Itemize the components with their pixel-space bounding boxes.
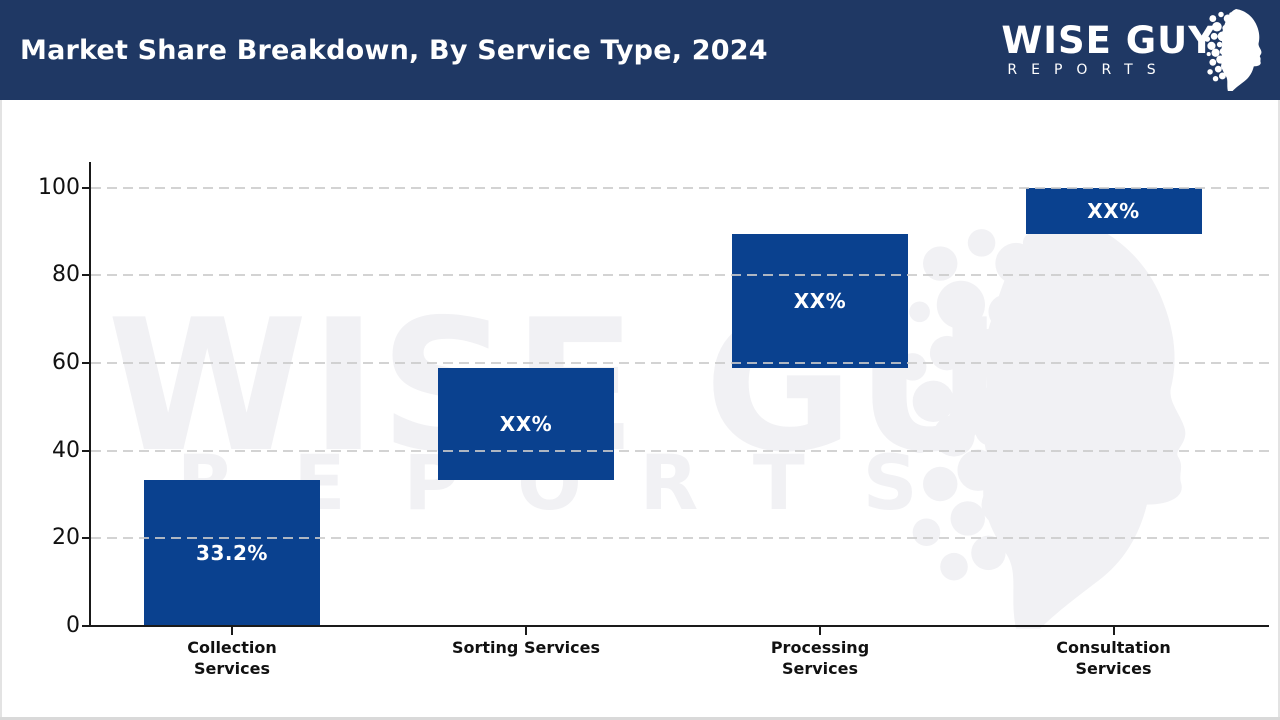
bar-value-label: XX% [499,412,553,437]
bar-value-label: 33.2% [196,541,268,566]
y-tick-label-0: 0 [66,613,80,638]
logo-head-icon [1202,9,1266,91]
chart-title: Market Share Breakdown, By Service Type,… [20,34,768,66]
y-tick-40 [82,449,90,452]
category-label-consultation-services: Consultation Services [1056,638,1171,678]
logo-subtitle: REPORTS [1007,62,1170,78]
y-tick-100 [82,186,90,189]
logo-text: WISE GUY REPORTS [1001,19,1216,79]
bar-sorting-services: XX% [438,367,614,481]
x-tick-consultation-services [1112,627,1115,635]
gridline-100 [91,186,1269,189]
bar-value-label: XX% [793,288,847,313]
x-tick-sorting-services [525,627,527,635]
header-bar: Market Share Breakdown, By Service Type,… [0,0,1280,100]
x-axis-line [89,625,1269,627]
gridline-60 [91,361,1269,364]
x-tick-collection-services [231,627,233,635]
y-tick-60 [82,361,90,364]
category-label-collection-services: Collection Services [187,638,277,678]
bar-consultation-services: XX% [1025,187,1202,235]
x-tick-processing-services [819,627,821,635]
y-tick-label-100: 100 [38,174,80,200]
y-tick-label-80: 80 [52,262,80,288]
logo-wordmark: WISE GUY [1001,19,1216,62]
y-tick-label-60: 60 [52,349,80,375]
gridline-20 [91,537,1269,540]
bar-value-label: XX% [1087,198,1140,223]
y-tick-label-40: 40 [52,437,80,463]
category-label-processing-services: Processing Services [770,638,870,678]
y-tick-80 [82,274,90,277]
bar-collection-services: 33.2% [144,480,320,626]
chart-area: WISE GUY REPORTS 0 20 40 60 80 100 33.2% Collec… [0,100,1280,717]
gridline-80 [91,274,1269,277]
category-label-sorting-services: Sorting Services [452,638,600,657]
wise-guy-logo: WISE GUY REPORTS [1001,9,1266,91]
bar-processing-services: XX% [732,234,908,368]
y-tick-20 [82,537,90,540]
y-tick-0 [82,625,90,627]
y-axis-line [89,162,91,627]
y-tick-label-20: 20 [52,525,80,551]
gridline-40 [91,449,1269,452]
